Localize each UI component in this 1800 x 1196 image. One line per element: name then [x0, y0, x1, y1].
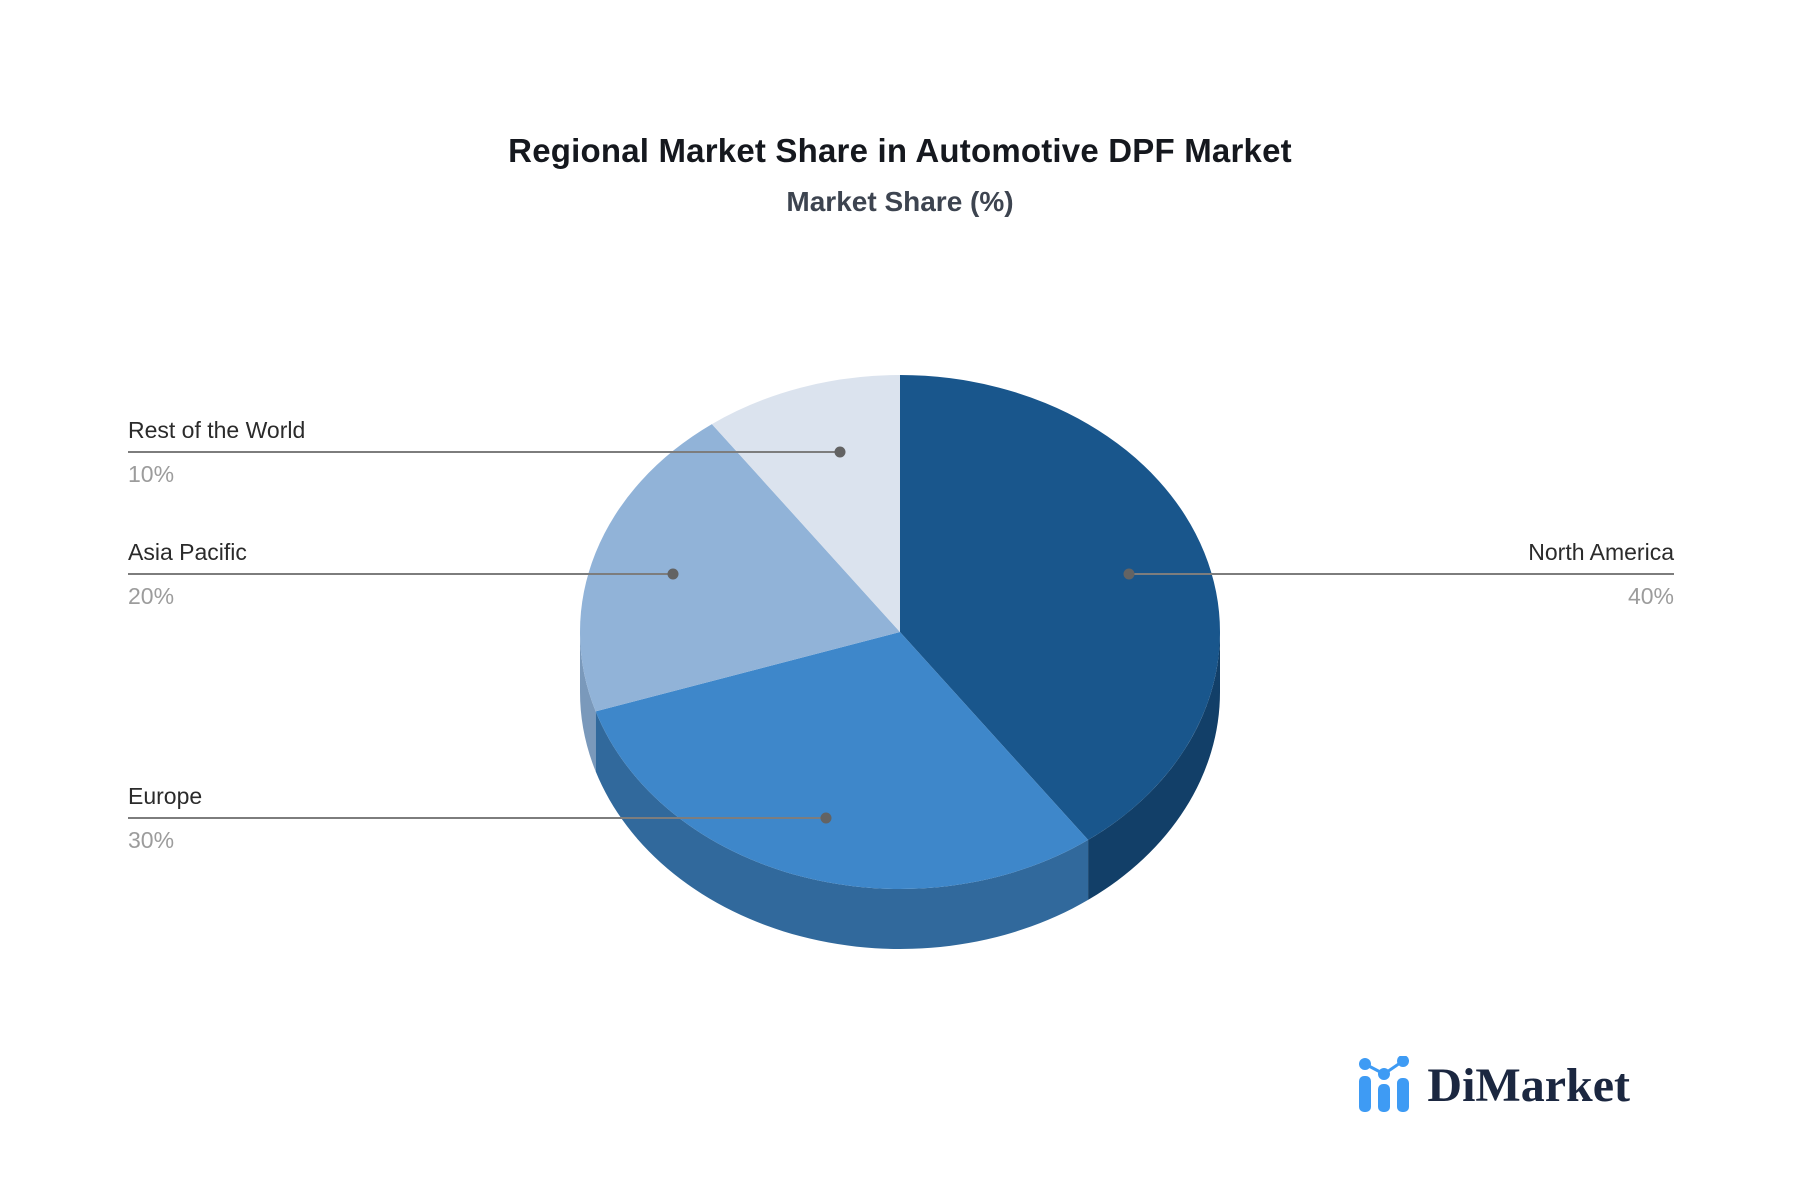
pie-slice-0: [900, 375, 1221, 840]
pie-slice-side-0: [1088, 632, 1220, 900]
pie-slice-3: [711, 375, 900, 632]
leader-dot-0: [1123, 568, 1135, 580]
bar-chart-trend-icon: [1359, 1056, 1410, 1112]
pie-slice-2: [580, 424, 900, 712]
leader-dot-1: [820, 812, 832, 824]
pie-slice-1: [595, 632, 1089, 889]
slice-label-rest-of-the-world: Rest of the World: [128, 417, 306, 443]
slice-pct-north-america: 40%: [1627, 583, 1674, 609]
slice-label-asia-pacific: Asia Pacific: [128, 539, 247, 565]
leader-dot-2: [667, 568, 679, 580]
pie-slice-side-1: [595, 711, 1089, 949]
chart-title: Regional Market Share in Automotive DPF …: [508, 132, 1292, 169]
pie-slice-side-2: [580, 632, 596, 772]
logo-text: DiMarket: [1427, 1059, 1630, 1112]
slice-pct-europe: 30%: [128, 827, 175, 853]
slice-pct-rest-of-the-world: 10%: [128, 461, 175, 487]
slice-pct-asia-pacific: 20%: [128, 583, 175, 609]
chart-subtitle: Market Share (%): [786, 186, 1014, 217]
slice-label-north-america: North America: [1528, 539, 1674, 565]
leader-dot-3: [834, 446, 846, 458]
dimarket-logo: DiMarket: [1359, 1056, 1630, 1116]
slice-label-europe: Europe: [128, 783, 203, 809]
